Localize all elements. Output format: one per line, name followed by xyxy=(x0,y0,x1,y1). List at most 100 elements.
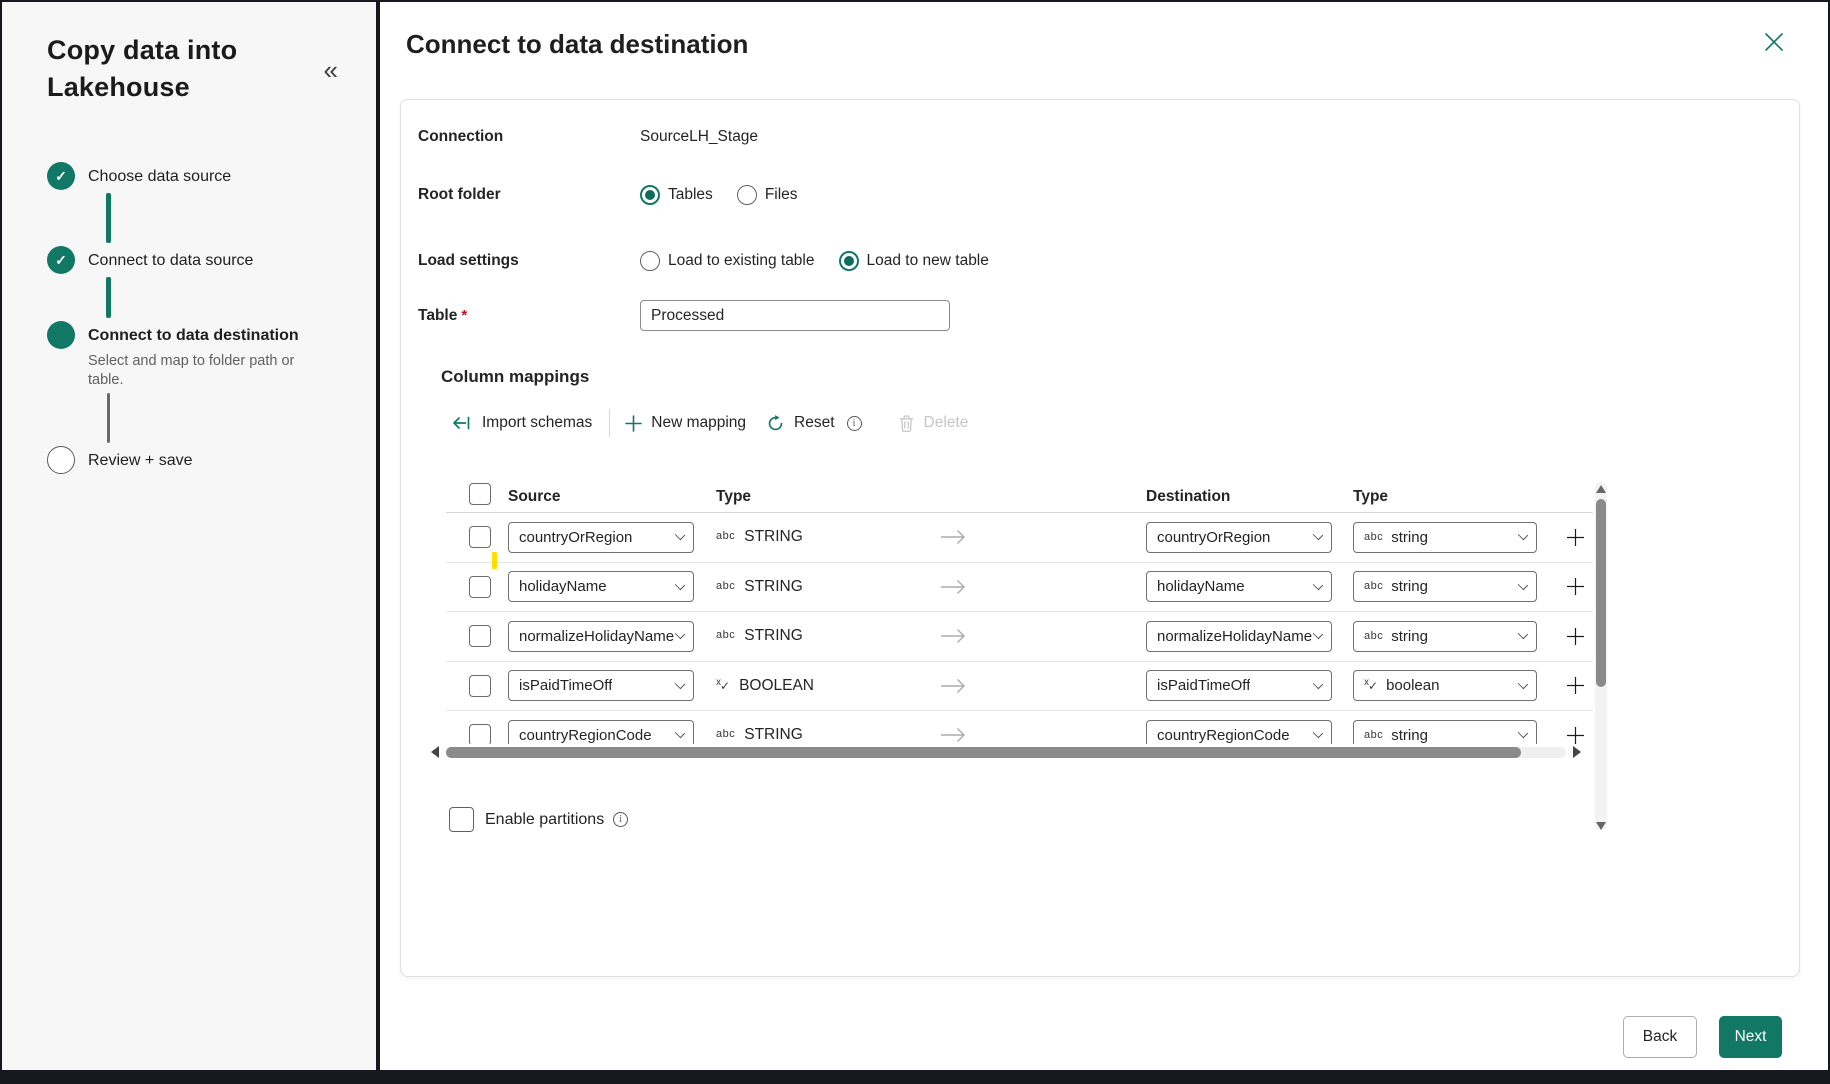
connection-label: Connection xyxy=(418,128,504,145)
reset-button[interactable]: Reset i xyxy=(766,414,862,433)
chevron-down-icon xyxy=(1517,579,1529,590)
enable-partitions-checkbox[interactable] xyxy=(449,807,474,832)
destination-type-select[interactable]: x✓ boolean xyxy=(1353,670,1537,702)
vertical-scrollbar xyxy=(1595,482,1607,830)
root-folder-row: Root folder Tables Files xyxy=(418,185,798,205)
reset-info-icon[interactable]: i xyxy=(846,415,862,431)
back-button[interactable]: Back xyxy=(1623,1016,1697,1058)
destination-column-select[interactable]: normalizeHolidayName xyxy=(1146,620,1332,652)
type-icon: abc xyxy=(1364,580,1384,593)
connection-value: SourceLH_Stage xyxy=(640,128,759,145)
step-1[interactable]: ✓ Choose data source xyxy=(47,162,376,190)
row-checkbox[interactable] xyxy=(469,575,491,598)
add-mapping-row-button[interactable] xyxy=(1537,528,1593,547)
add-mapping-row-button[interactable] xyxy=(1537,726,1593,744)
radio-option[interactable]: Tables xyxy=(640,185,713,205)
collapse-sidebar-icon[interactable]: « xyxy=(323,55,338,85)
select-all-checkbox[interactable] xyxy=(469,482,491,505)
enable-partitions-row: Enable partitions i xyxy=(449,807,629,832)
source-column-select[interactable]: countryRegionCode xyxy=(508,719,694,744)
source-type-value: x✓ BOOLEAN xyxy=(716,676,815,694)
mapping-row: countryOrRegion abc STRING countryOrRegi… xyxy=(446,513,1593,563)
vertical-scroll-track[interactable] xyxy=(1596,499,1606,816)
column-mappings-heading: Column mappings xyxy=(441,367,590,386)
chevron-down-icon xyxy=(1517,530,1529,541)
source-type-value: abc STRING xyxy=(716,577,803,595)
highlight-artifact xyxy=(492,552,497,569)
row-checkbox[interactable] xyxy=(469,674,491,697)
type-icon: abc xyxy=(716,530,736,543)
step-2[interactable]: ✓ Connect to data source xyxy=(47,246,376,274)
delete-button[interactable]: Delete xyxy=(898,414,968,433)
destination-type-select[interactable]: abc string xyxy=(1353,719,1537,744)
step-state-icon xyxy=(47,446,75,474)
check-icon: ✓ xyxy=(55,168,67,184)
row-checkbox[interactable] xyxy=(469,724,491,744)
destination-type-select[interactable]: abc string xyxy=(1353,620,1537,652)
load-settings-radio-group: Load to existing table Load to new table xyxy=(640,251,989,271)
step-3[interactable]: Connect to data destination Select and ma… xyxy=(47,321,376,390)
vertical-scroll-thumb[interactable] xyxy=(1596,499,1606,687)
horizontal-scroll-thumb[interactable] xyxy=(446,746,1522,758)
mapping-arrow-icon xyxy=(940,579,1146,595)
plus-icon xyxy=(1567,578,1584,596)
mapping-table-header: Source Type Destination Type xyxy=(446,481,1593,513)
destination-type-select[interactable]: abc string xyxy=(1353,521,1537,553)
table-name-input[interactable] xyxy=(640,300,950,331)
horizontal-scrollbar xyxy=(431,745,1581,759)
type-icon: abc xyxy=(1364,530,1384,543)
destination-type-select[interactable]: abc string xyxy=(1353,571,1537,603)
source-column-select[interactable]: isPaidTimeOff xyxy=(508,670,694,702)
radio-icon xyxy=(640,251,660,271)
page-title: Connect to data destination xyxy=(406,29,749,59)
import-schemas-button[interactable]: Import schemas xyxy=(451,413,592,433)
source-column-select[interactable]: countryOrRegion xyxy=(508,521,694,553)
destination-column-select[interactable]: countryRegionCode xyxy=(1146,719,1332,744)
chevron-down-icon xyxy=(674,530,686,541)
row-checkbox[interactable] xyxy=(469,625,491,648)
check-icon: ✓ xyxy=(55,252,67,268)
type-icon: x✓ xyxy=(716,676,731,693)
source-column-select[interactable]: holidayName xyxy=(508,571,694,603)
scroll-left-icon[interactable] xyxy=(431,746,439,758)
chevron-down-icon xyxy=(1312,530,1324,541)
reset-icon xyxy=(768,414,783,430)
scroll-down-icon[interactable] xyxy=(1596,822,1606,830)
destination-column-select[interactable]: countryOrRegion xyxy=(1146,521,1332,553)
wizard-footer: Back Next xyxy=(1623,1016,1782,1058)
step-connector xyxy=(105,193,111,243)
close-icon[interactable] xyxy=(1760,28,1788,56)
step-4[interactable]: Review + save xyxy=(47,446,376,474)
add-mapping-row-button[interactable] xyxy=(1537,577,1593,596)
radio-icon xyxy=(736,185,757,205)
scroll-right-icon[interactable] xyxy=(1573,746,1581,758)
chevron-down-icon xyxy=(1312,728,1324,739)
source-type-value: abc STRING xyxy=(716,627,803,645)
scroll-up-icon[interactable] xyxy=(1596,485,1606,493)
type-icon: abc xyxy=(716,728,736,741)
destination-column-select[interactable]: isPaidTimeOff xyxy=(1146,670,1332,702)
enable-partitions-info-icon[interactable]: i xyxy=(613,812,629,827)
chevron-down-icon xyxy=(1312,678,1324,689)
root-folder-radio-group: Tables Files xyxy=(640,185,798,205)
add-mapping-row-button[interactable] xyxy=(1537,627,1593,646)
chevron-down-icon xyxy=(1312,579,1324,590)
step-state-icon xyxy=(47,321,75,349)
radio-option[interactable]: Load to new table xyxy=(838,251,989,271)
table-name-row: Table * xyxy=(418,300,950,331)
row-checkbox[interactable] xyxy=(469,526,491,549)
new-mapping-button[interactable]: New mapping xyxy=(625,414,746,432)
step-connector xyxy=(106,393,110,443)
radio-option[interactable]: Load to existing table xyxy=(640,251,815,271)
horizontal-scroll-track[interactable] xyxy=(446,746,1566,758)
load-settings-label: Load settings xyxy=(418,252,519,269)
chevron-down-icon xyxy=(674,678,686,689)
add-mapping-row-button[interactable] xyxy=(1537,676,1593,695)
radio-option[interactable]: Files xyxy=(736,185,798,205)
source-column-select[interactable]: normalizeHolidayName xyxy=(508,620,694,652)
next-button[interactable]: Next xyxy=(1719,1016,1782,1058)
destination-settings-card: Connection SourceLH_Stage Root folder Ta… xyxy=(400,99,1800,977)
mapping-row: normalizeHolidayName abc STRING normaliz… xyxy=(446,612,1593,662)
destination-column-select[interactable]: holidayName xyxy=(1146,571,1332,603)
plus-icon xyxy=(625,414,643,432)
